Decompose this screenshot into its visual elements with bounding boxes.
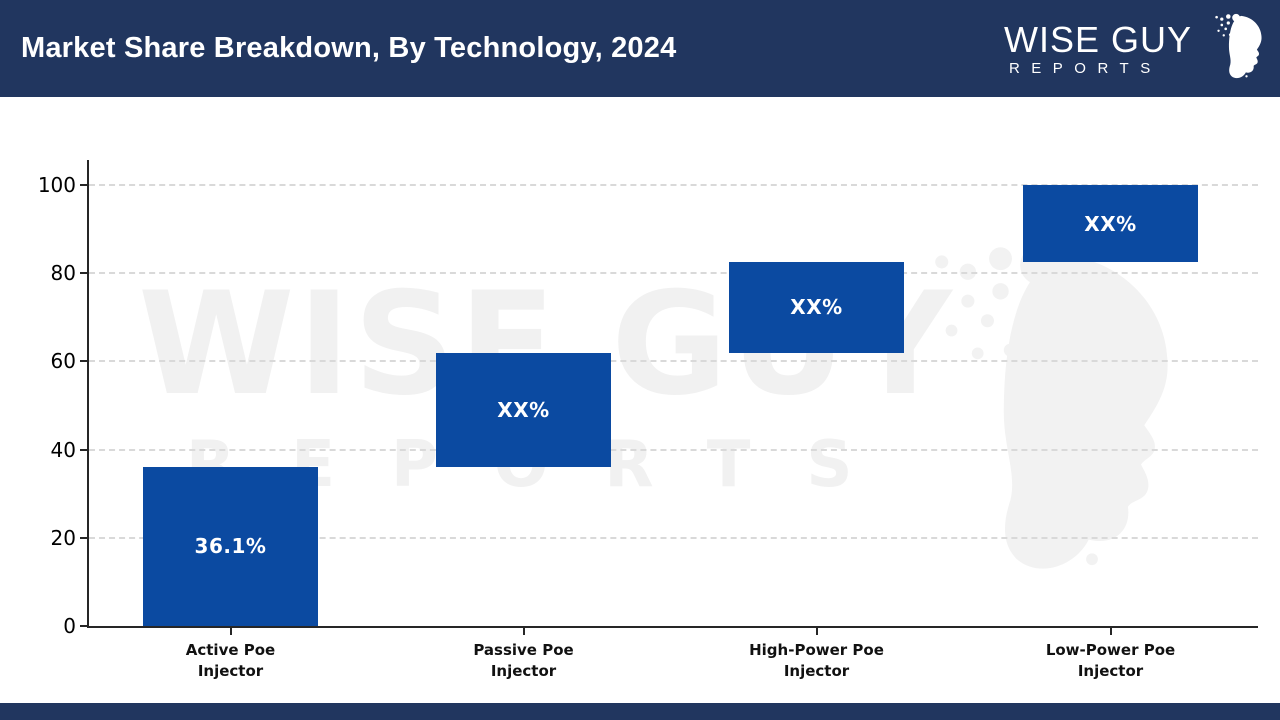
y-tick [80, 448, 88, 451]
y-tick [80, 625, 88, 627]
bar-value-label: XX% [790, 295, 843, 320]
y-tick-label: 40 [50, 437, 76, 462]
bar: XX% [436, 352, 611, 467]
bar: 36.1% [143, 466, 318, 626]
x-axis-category-label: High-Power Poe Injector [697, 640, 937, 682]
x-axis-category-label: Low-Power Poe Injector [991, 640, 1231, 682]
gridline [89, 536, 1258, 539]
x-axis-category-label-line: Passive Poe [473, 641, 574, 659]
x-axis-category-label-line: Injector [783, 662, 850, 680]
y-tick [80, 360, 88, 363]
bar-value-label: XX% [1084, 211, 1137, 236]
y-tick-label: 60 [50, 349, 76, 374]
y-tick [80, 184, 88, 186]
x-axis-category-label: Passive Poe Injector [404, 640, 644, 682]
x-axis-category-label-line: Active Poe [185, 641, 276, 659]
x-axis-category-label: Active Poe Injector [111, 640, 351, 682]
x-axis-category-label-line: Low-Power Poe [1045, 641, 1176, 659]
logo-wordmark-line2: REPORTS [1008, 59, 1162, 77]
x-tick [522, 628, 525, 635]
footer-bar [0, 703, 1280, 720]
gridline [89, 272, 1258, 275]
x-axis-category-label-line: Injector [490, 662, 557, 680]
bar-value-label: XX% [497, 397, 550, 422]
y-tick [80, 272, 88, 275]
bar: XX% [1023, 185, 1198, 263]
wise-guy-logo: WISE GUY REPORTS [1004, 7, 1280, 91]
bar-value-label: 36.1% [194, 534, 267, 559]
y-tick-label: 100 [37, 173, 76, 197]
gridline [89, 448, 1258, 451]
y-tick-label: 80 [50, 261, 76, 286]
y-tick [80, 536, 88, 539]
y-tick-label: 0 [63, 614, 76, 638]
y-axis-line [87, 160, 89, 628]
logo-wordmark-line1: WISE GUY [1003, 18, 1192, 60]
x-tick [229, 628, 232, 635]
header-bar: Market Share Breakdown, By Technology, 2… [0, 0, 1280, 97]
y-tick-label: 20 [50, 525, 76, 550]
gridline [89, 184, 1258, 186]
logo-wordmark: WISE GUY REPORTS [1003, 18, 1192, 77]
x-tick [815, 628, 818, 635]
x-axis-line [87, 626, 1258, 628]
x-axis-category-label-line: High-Power Poe [749, 641, 884, 659]
bar: XX% [729, 262, 904, 353]
logo-head-icon [1215, 13, 1262, 78]
x-axis-category-label-line: Injector [1077, 662, 1144, 680]
page-title: Market Share Breakdown, By Technology, 2… [21, 32, 677, 64]
x-axis-category-label-line: Injector [197, 662, 264, 680]
gridline [89, 360, 1258, 363]
x-tick [1109, 628, 1112, 635]
